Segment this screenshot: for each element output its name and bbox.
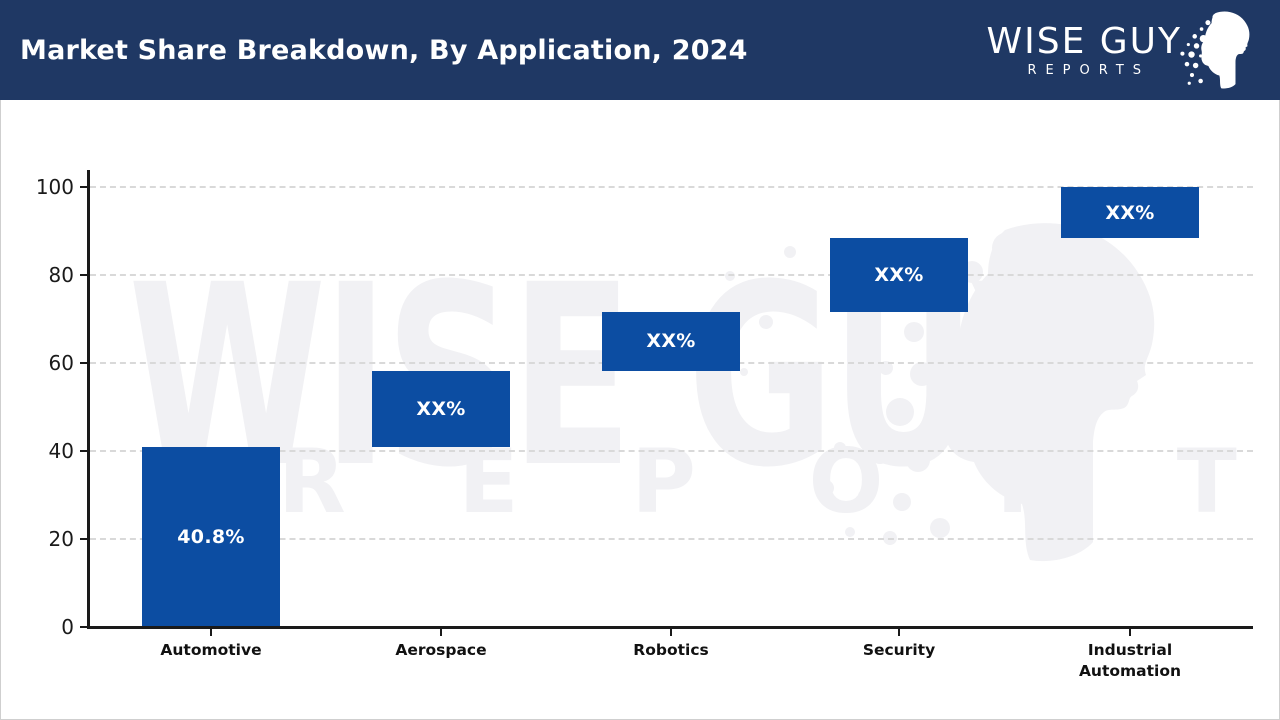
y-tick-mark-100: [80, 186, 88, 188]
bar-value-label: 40.8%: [177, 526, 245, 549]
y-axis: [87, 170, 90, 629]
bar-value-label: XX%: [874, 263, 924, 286]
gridline-100: [90, 186, 1253, 188]
y-tick-mark-60: [80, 362, 88, 364]
bar-value-label: XX%: [416, 398, 466, 421]
y-tick-label-40: 40: [48, 439, 74, 463]
logo-head-icon: [1180, 11, 1250, 89]
logo-wordmark: WISE GUY: [986, 20, 1182, 62]
x-category-label-aerospace: Aerospace: [395, 641, 487, 659]
x-tick-mark: [898, 628, 900, 636]
watermark-text-reports: R E P O R T S: [278, 430, 1280, 533]
bar-value-label: XX%: [646, 330, 696, 353]
gridline-80: [90, 274, 1253, 276]
y-tick-label-0: 0: [61, 615, 74, 639]
logo-text: WISE GUY REPORTS: [986, 20, 1183, 78]
x-tick-mark: [440, 628, 442, 636]
bar-automotive: 40.8%: [142, 447, 280, 627]
x-category-label-security: Security: [862, 641, 936, 659]
header-banner: Market Share Breakdown, By Application, …: [0, 0, 1280, 100]
x-category-label-industrial-automation: Industrial Automation: [1078, 641, 1182, 680]
y-tick-mark-40: [80, 450, 88, 452]
bar-aerospace: XX%: [372, 370, 510, 448]
wise-guy-reports-logo: WISE GUY REPORTS: [987, 9, 1263, 91]
watermark-head-icon: [725, 223, 1155, 562]
bar-value-label: XX%: [1105, 201, 1155, 224]
bar-industrial-automation: XX%: [1061, 187, 1199, 239]
y-tick-mark-0: [80, 626, 88, 628]
logo-subtitle: REPORTS: [1027, 62, 1151, 78]
y-tick-mark-80: [80, 274, 88, 276]
x-tick-mark: [210, 628, 212, 636]
y-tick-label-20: 20: [48, 527, 74, 551]
y-tick-label-100: 100: [35, 175, 74, 199]
x-category-label-robotics: Robotics: [633, 641, 709, 659]
x-tick-mark: [670, 628, 672, 636]
y-tick-mark-20: [80, 538, 88, 540]
x-category-label-automotive: Automotive: [160, 641, 262, 659]
x-tick-mark: [1129, 628, 1131, 636]
y-tick-label-80: 80: [48, 263, 74, 287]
y-tick-label-60: 60: [48, 351, 74, 375]
page-title: Market Share Breakdown, By Application, …: [20, 34, 748, 66]
bar-robotics: XX%: [602, 311, 740, 371]
gridline-20: [90, 538, 1253, 540]
gridline-40: [90, 450, 1253, 452]
bar-security: XX%: [830, 238, 968, 312]
x-axis: [87, 626, 1253, 629]
